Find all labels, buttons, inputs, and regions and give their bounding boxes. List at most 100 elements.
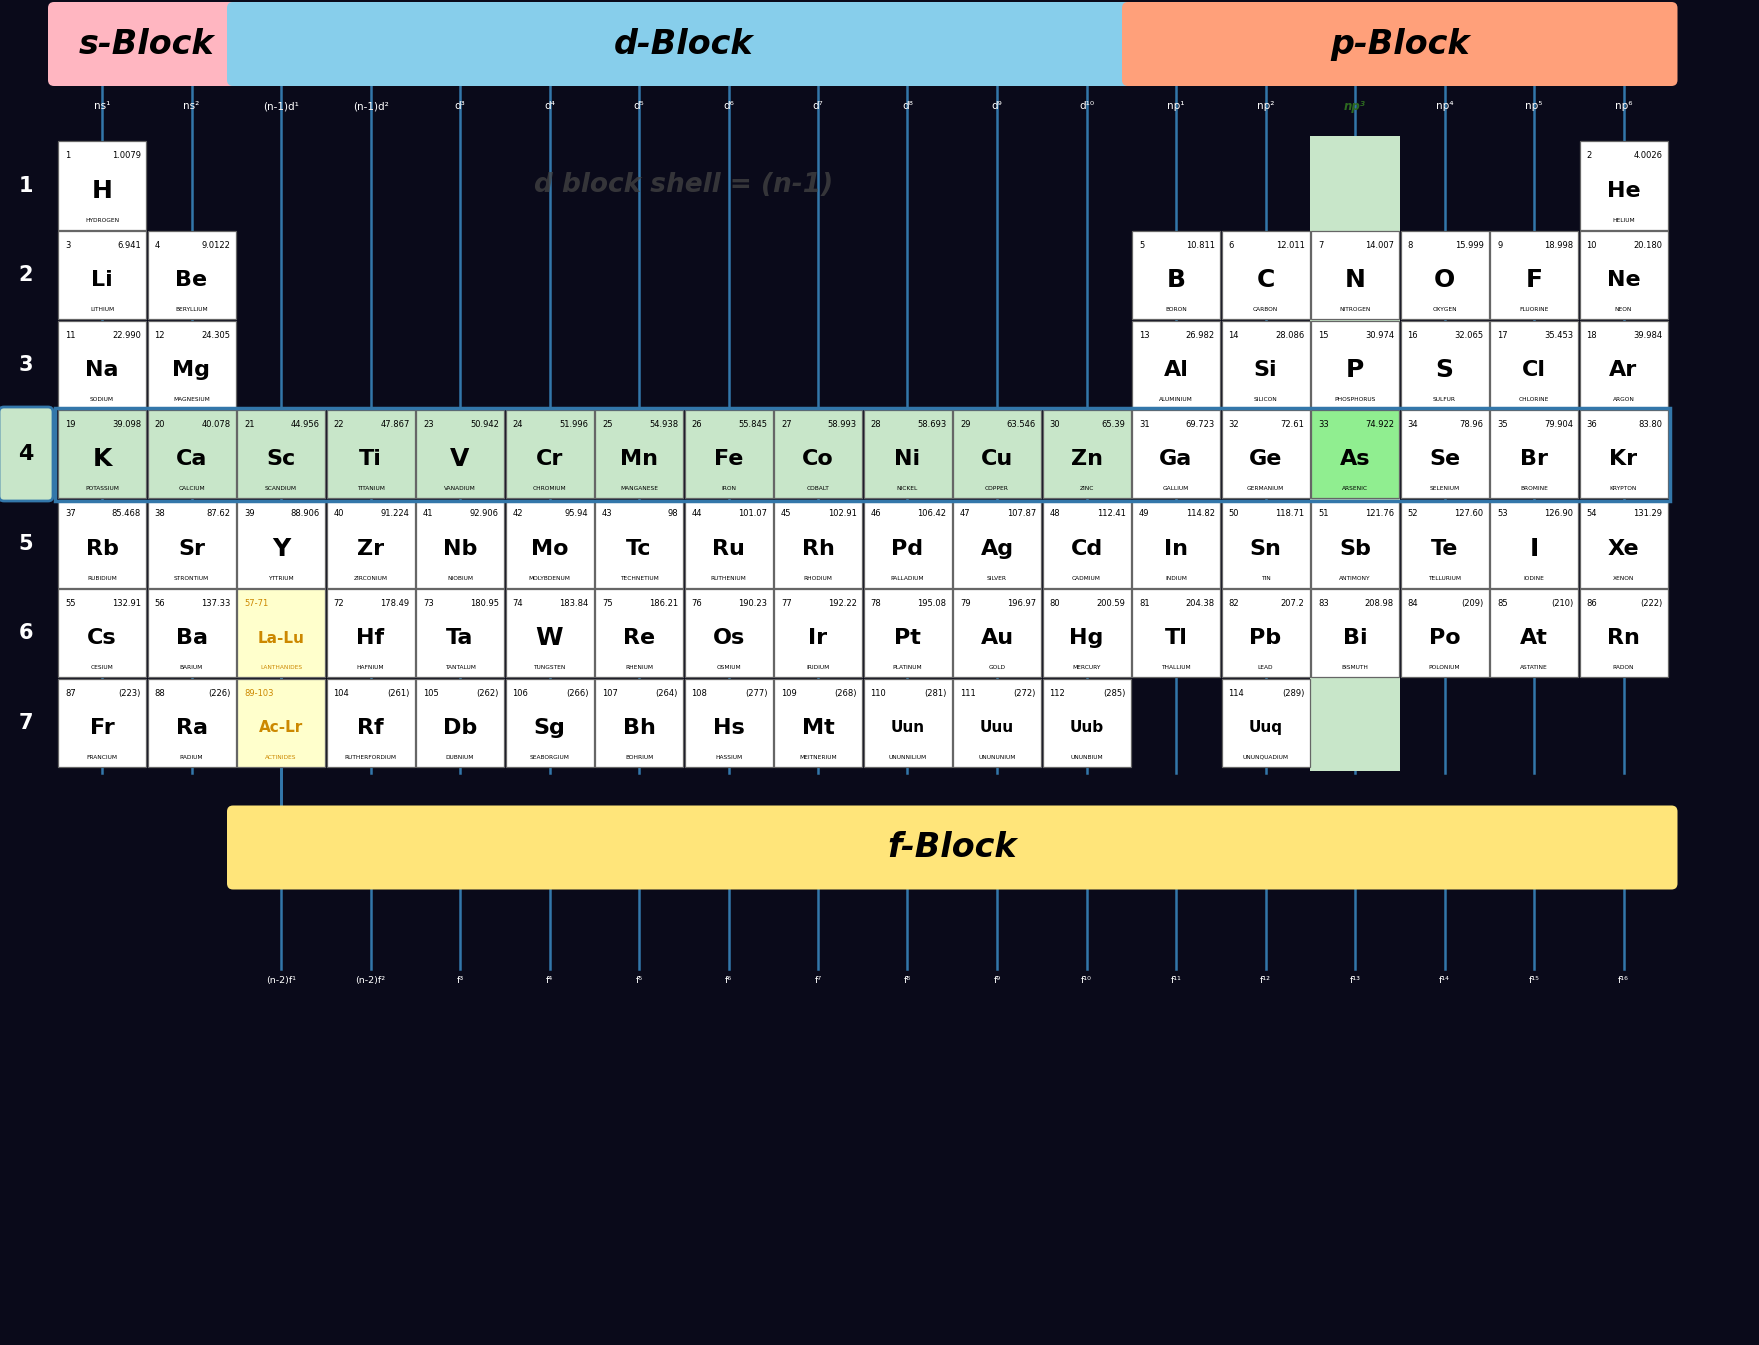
Text: Mn: Mn xyxy=(619,449,658,469)
Text: RADON: RADON xyxy=(1613,664,1634,670)
Text: BISMUTH: BISMUTH xyxy=(1342,664,1369,670)
Text: d block shell = (n-1): d block shell = (n-1) xyxy=(535,172,834,199)
Text: 11: 11 xyxy=(65,331,76,339)
Text: 47: 47 xyxy=(960,510,971,519)
Text: Sr: Sr xyxy=(178,539,206,558)
Text: 7: 7 xyxy=(19,713,33,733)
Text: Li: Li xyxy=(91,270,113,291)
Text: Be: Be xyxy=(176,270,208,291)
Text: 72.61: 72.61 xyxy=(1281,420,1305,429)
Text: 17: 17 xyxy=(1497,331,1507,339)
Text: V: V xyxy=(450,448,470,471)
Text: RUTHENIUM: RUTHENIUM xyxy=(711,576,746,581)
Bar xyxy=(1310,231,1398,319)
Text: 58.693: 58.693 xyxy=(916,420,946,429)
Bar xyxy=(148,678,236,767)
Text: Hf: Hf xyxy=(357,628,385,648)
Text: W: W xyxy=(536,627,563,650)
Text: FLUORINE: FLUORINE xyxy=(1520,307,1548,312)
Text: (261): (261) xyxy=(387,689,410,698)
Bar xyxy=(1133,231,1221,319)
Bar xyxy=(327,410,415,498)
Text: 20: 20 xyxy=(155,420,165,429)
Text: Nb: Nb xyxy=(443,539,477,558)
Text: Tc: Tc xyxy=(626,539,653,558)
Text: 5: 5 xyxy=(19,534,33,554)
Text: Al: Al xyxy=(1163,359,1189,379)
Text: SEABORGIUM: SEABORGIUM xyxy=(529,755,570,760)
Text: ns²: ns² xyxy=(183,101,199,112)
Text: f¹²: f¹² xyxy=(1259,975,1272,985)
Text: IRON: IRON xyxy=(721,486,735,491)
Bar xyxy=(1133,499,1221,588)
Text: PALLADIUM: PALLADIUM xyxy=(890,576,923,581)
Bar xyxy=(684,589,772,677)
Text: BERYLLIUM: BERYLLIUM xyxy=(176,307,208,312)
Text: 49: 49 xyxy=(1140,510,1149,519)
Text: UNUNUNIUM: UNUNUNIUM xyxy=(978,755,1015,760)
Text: 102.91: 102.91 xyxy=(828,510,857,519)
Text: Bi: Bi xyxy=(1342,628,1367,648)
Text: Ir: Ir xyxy=(809,628,827,648)
Bar xyxy=(1400,410,1488,498)
Text: (268): (268) xyxy=(834,689,857,698)
Text: UNUNNILIUM: UNUNNILIUM xyxy=(888,755,927,760)
Text: 54: 54 xyxy=(1587,510,1597,519)
Text: TIN: TIN xyxy=(1261,576,1270,581)
Text: VANADIUM: VANADIUM xyxy=(443,486,477,491)
Bar xyxy=(58,499,146,588)
Text: TELLURIUM: TELLURIUM xyxy=(1428,576,1462,581)
Text: At: At xyxy=(1520,628,1548,648)
Text: Sb: Sb xyxy=(1339,539,1370,558)
Text: STRONTIUM: STRONTIUM xyxy=(174,576,209,581)
Text: Hg: Hg xyxy=(1069,628,1103,648)
Text: CESIUM: CESIUM xyxy=(91,664,113,670)
Text: (285): (285) xyxy=(1103,689,1126,698)
Text: 1.0079: 1.0079 xyxy=(113,152,141,160)
Text: 5: 5 xyxy=(1140,241,1145,250)
Text: 83: 83 xyxy=(1317,599,1328,608)
Text: Ru: Ru xyxy=(712,539,746,558)
Text: Ge: Ge xyxy=(1249,449,1282,469)
Bar xyxy=(864,499,952,588)
Text: Rn: Rn xyxy=(1608,628,1639,648)
Text: Na: Na xyxy=(84,359,120,379)
Text: PHOSPHORUS: PHOSPHORUS xyxy=(1335,397,1376,402)
Text: 51: 51 xyxy=(1317,510,1328,519)
Text: 33: 33 xyxy=(1317,420,1328,429)
Text: BORON: BORON xyxy=(1164,307,1187,312)
Text: f⁶: f⁶ xyxy=(725,975,732,985)
Text: H: H xyxy=(91,179,113,203)
Text: 108: 108 xyxy=(691,689,707,698)
Text: np⁶: np⁶ xyxy=(1615,101,1632,112)
Text: 54.938: 54.938 xyxy=(649,420,677,429)
Text: 183.84: 183.84 xyxy=(559,599,589,608)
Text: f³: f³ xyxy=(456,975,464,985)
Text: 88: 88 xyxy=(155,689,165,698)
Text: MANGANESE: MANGANESE xyxy=(619,486,658,491)
Text: KRYPTON: KRYPTON xyxy=(1609,486,1638,491)
Text: 74: 74 xyxy=(512,599,522,608)
Bar xyxy=(1221,678,1309,767)
Text: GOLD: GOLD xyxy=(989,664,1006,670)
Text: (223): (223) xyxy=(118,689,141,698)
Text: f¹³: f¹³ xyxy=(1349,975,1360,985)
Text: 28.086: 28.086 xyxy=(1275,331,1305,339)
Bar xyxy=(864,410,952,498)
Text: 31: 31 xyxy=(1140,420,1150,429)
Text: 79: 79 xyxy=(960,599,971,608)
Bar xyxy=(1133,320,1221,409)
Text: CADMIUM: CADMIUM xyxy=(1071,576,1101,581)
Text: Os: Os xyxy=(712,628,744,648)
Text: (266): (266) xyxy=(566,689,589,698)
Text: 25: 25 xyxy=(602,420,612,429)
Text: Ag: Ag xyxy=(980,539,1013,558)
Bar xyxy=(1490,589,1578,677)
Text: Fe: Fe xyxy=(714,449,744,469)
Bar xyxy=(774,589,862,677)
Text: NEON: NEON xyxy=(1615,307,1632,312)
Text: XENON: XENON xyxy=(1613,576,1634,581)
Text: ARGON: ARGON xyxy=(1613,397,1634,402)
Text: 23: 23 xyxy=(422,420,434,429)
Text: 89-103: 89-103 xyxy=(245,689,273,698)
